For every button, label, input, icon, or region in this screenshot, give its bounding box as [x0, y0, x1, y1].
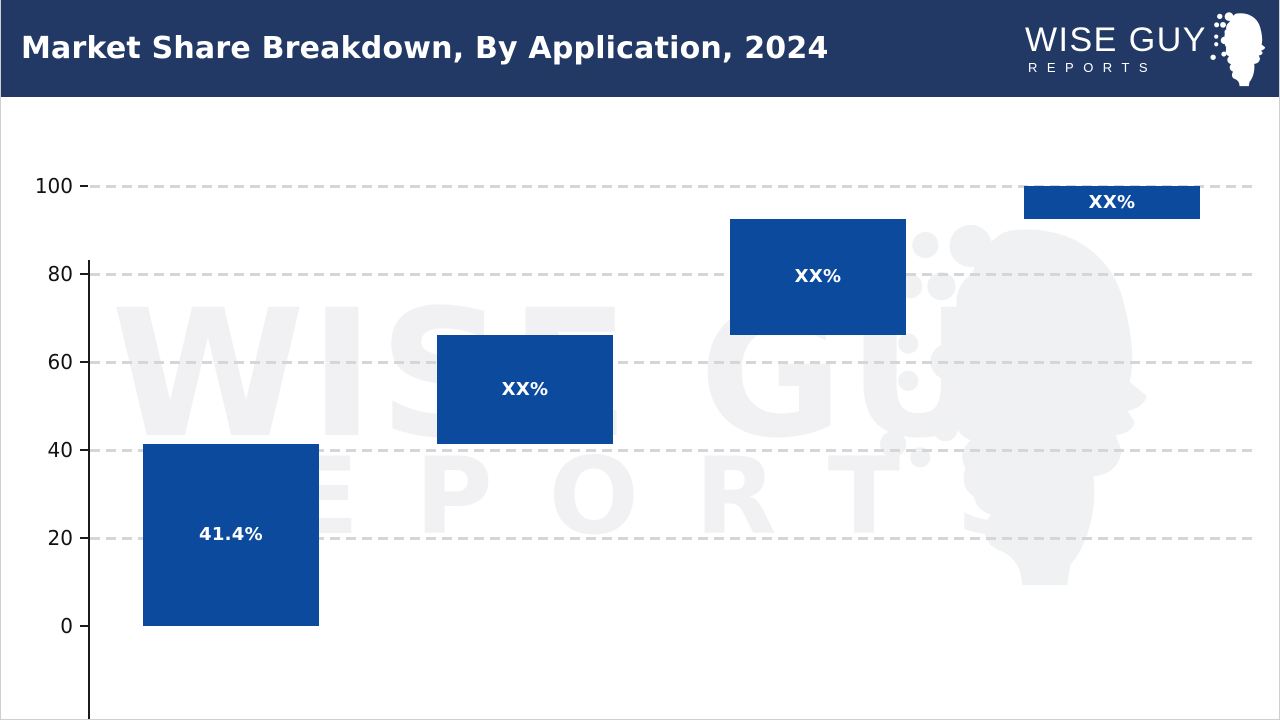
- logo-face-icon: [1210, 11, 1266, 86]
- y-axis-tick: [80, 273, 88, 275]
- gridline: [90, 537, 1254, 540]
- logo-wordmark: WISE GUY: [1024, 21, 1207, 59]
- gridline: [90, 361, 1254, 364]
- y-axis-tick: [80, 361, 88, 363]
- bar-value-label: XX%: [501, 378, 549, 400]
- logo-subtitle: REPORTS: [1027, 60, 1158, 75]
- gridline: [90, 273, 1254, 276]
- y-axis-tick: [80, 185, 88, 187]
- gridline: [90, 449, 1254, 452]
- y-tick-label: 0: [60, 614, 73, 638]
- page-title: Market Share Breakdown, By Application, …: [21, 31, 829, 66]
- header-bar: Market Share Breakdown, By Application, …: [1, 0, 1279, 97]
- bar-home-use: 41.4%: [143, 443, 319, 626]
- brand-logo: WISE GUY REPORTS: [1025, 0, 1273, 97]
- bar-event-hosting: XX%: [1024, 186, 1200, 219]
- bar-outdoor-activities: XX%: [437, 334, 613, 444]
- watermark-face-logo: [880, 224, 1147, 586]
- bar-commercial-use: XX%: [730, 219, 906, 335]
- y-tick-label: 60: [47, 350, 73, 374]
- y-tick-label: 40: [47, 438, 73, 462]
- y-tick-label: 100: [34, 174, 73, 198]
- y-axis-line: [88, 260, 90, 719]
- gridline: [90, 185, 1254, 188]
- bar-value-label: 41.4%: [199, 524, 263, 546]
- y-axis-tick: [80, 449, 88, 451]
- y-tick-label: 20: [47, 526, 73, 550]
- bar-value-label: XX%: [794, 266, 842, 288]
- y-tick-label: 80: [47, 262, 73, 286]
- y-axis-tick: [80, 537, 88, 539]
- y-axis-tick: [80, 625, 88, 627]
- bar-value-label: XX%: [1088, 192, 1136, 213]
